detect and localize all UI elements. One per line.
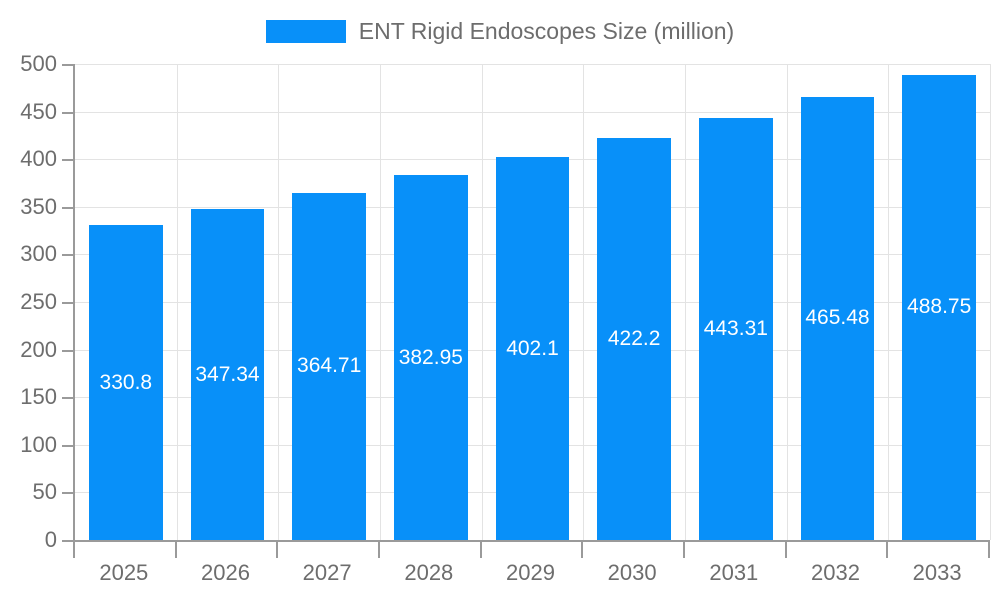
bar-2027[interactable]: 364.71 (292, 192, 367, 540)
y-axis-tick-mark (62, 64, 73, 66)
bar-value-label: 382.95 (398, 345, 463, 369)
y-axis-tick-label: 200 (20, 336, 57, 362)
y-axis-tick-mark (62, 349, 73, 352)
y-axis-tick-label: 450 (20, 98, 57, 124)
x-gridline (278, 64, 280, 540)
x-axis-tick-mark (886, 542, 889, 558)
x-axis-tick-mark (276, 542, 279, 558)
x-axis-tick-mark (378, 542, 380, 558)
plot-area: 330.8 347.34 364.71 382.95 402.1 422.2 443.31 4… (73, 64, 991, 542)
y-axis-tick-label: 400 (20, 146, 57, 172)
y-axis-tick-label: 300 (20, 241, 57, 267)
x-gridline (990, 64, 991, 540)
x-axis-tick-mark (73, 542, 75, 558)
x-axis-tick-label: 2028 (404, 560, 454, 585)
y-axis-tick-mark (62, 397, 73, 400)
x-axis-tick-mark (479, 542, 482, 558)
bar-2026[interactable]: 347.34 (190, 209, 265, 540)
y-axis-tick-label: 100 (20, 431, 57, 457)
bar-value-label: 402.1 (506, 336, 559, 360)
bar-value-label: 364.71 (297, 354, 362, 378)
y-gridline (75, 64, 990, 65)
bar-2031[interactable]: 443.31 (698, 117, 773, 540)
x-gridline (380, 64, 381, 540)
legend-label: ENT Rigid Endoscopes Size (million) (358, 18, 735, 44)
legend-swatch (265, 20, 346, 43)
y-axis-tick-mark (62, 206, 73, 209)
y-axis-tick-mark (62, 492, 73, 495)
bar-value-label: 422.2 (607, 327, 661, 351)
y-axis-tick-label: 0 (44, 527, 57, 552)
y-axis-tick-mark (62, 111, 73, 114)
y-axis-tick-mark (62, 444, 73, 447)
bar-value-label: 330.8 (99, 370, 153, 394)
bar-value-label: 465.48 (805, 306, 870, 330)
x-axis-tick-label: 2027 (302, 560, 352, 585)
bar-2028[interactable]: 382.95 (393, 175, 468, 540)
y-axis-tick-mark (62, 159, 73, 162)
y-axis-tick-label: 250 (20, 289, 57, 314)
bar-2029[interactable]: 402.1 (495, 157, 570, 540)
y-axis-tick-mark (62, 302, 73, 304)
x-axis-tick-label: 2031 (709, 560, 759, 585)
x-axis-tick-label: 2026 (201, 560, 250, 585)
bar-value-label: 488.75 (907, 295, 972, 319)
y-axis-tick-label: 500 (20, 51, 57, 76)
x-axis-tick-label: 2032 (811, 560, 860, 585)
y-axis-tick-label: 350 (20, 193, 57, 219)
x-axis-tick-mark (581, 542, 584, 558)
x-axis-tick-label: 2025 (99, 560, 149, 585)
y-axis-tick-mark (62, 540, 73, 542)
bar-value-label: 443.31 (703, 316, 768, 340)
x-gridline (176, 64, 178, 540)
bar-2025[interactable]: 330.8 (88, 225, 163, 540)
x-axis-tick-mark (988, 542, 990, 558)
y-axis-tick-mark (62, 254, 73, 257)
x-axis-tick-label: 2033 (912, 560, 962, 585)
x-gridline (481, 64, 483, 540)
bar-value-label: 347.34 (195, 362, 260, 386)
y-axis-tick-label: 50 (32, 479, 57, 505)
x-gridline (685, 64, 686, 540)
x-gridline (786, 64, 788, 540)
x-axis-tick-label: 2030 (607, 560, 657, 585)
bar-2032[interactable]: 465.48 (800, 96, 875, 540)
x-axis-tick-mark (683, 542, 685, 558)
y-axis-tick-label: 150 (20, 384, 57, 410)
bar-2030[interactable]: 422.2 (597, 138, 672, 540)
x-gridline (888, 64, 890, 540)
x-axis-tick-mark (784, 542, 787, 558)
bar-2033[interactable]: 488.75 (902, 74, 977, 540)
legend[interactable]: ENT Rigid Endoscopes Size (million) (0, 18, 1000, 45)
x-axis-tick-label: 2029 (506, 560, 555, 585)
x-axis-tick-mark (174, 542, 177, 558)
x-gridline (583, 64, 585, 540)
y-gridline (75, 111, 990, 113)
